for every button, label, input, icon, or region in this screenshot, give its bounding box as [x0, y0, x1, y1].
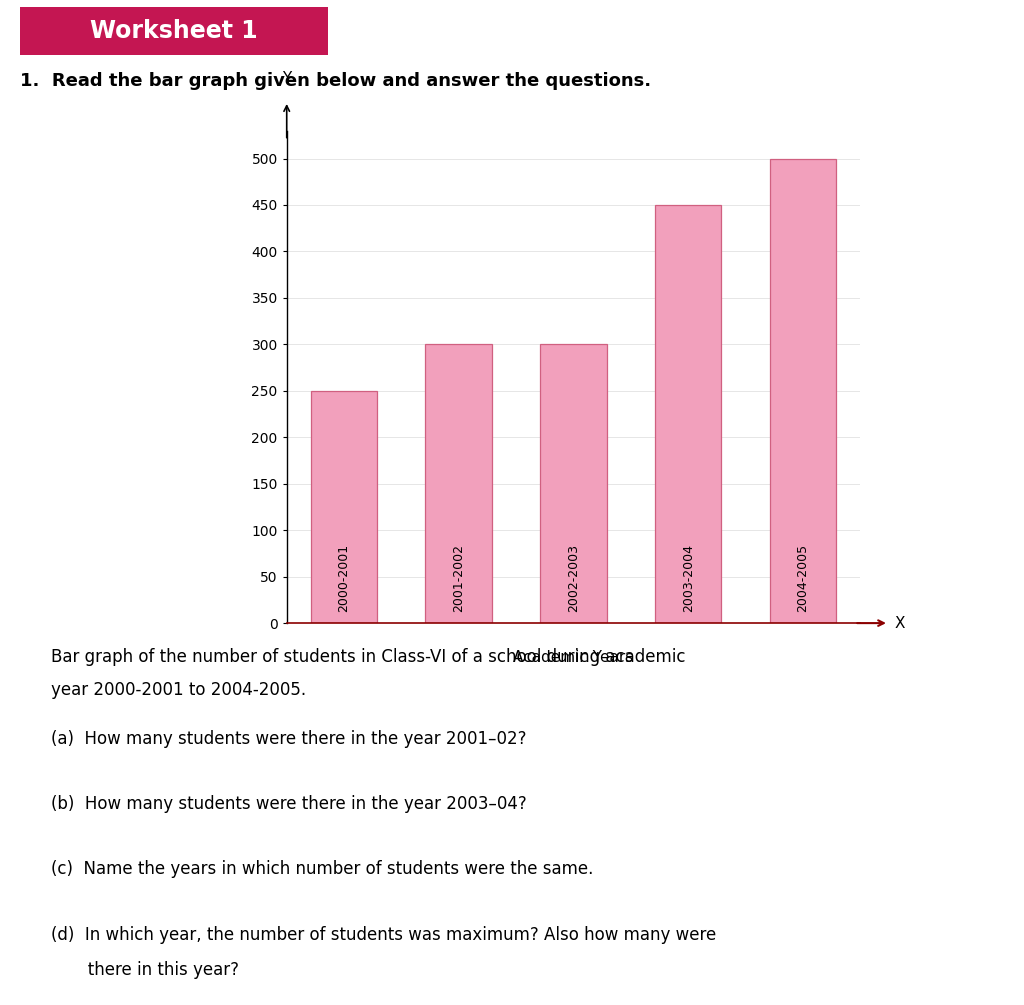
Bar — [655, 205, 721, 623]
FancyBboxPatch shape — [0, 3, 352, 59]
Text: year 2000-2001 to 2004-2005.: year 2000-2001 to 2004-2005. — [51, 681, 306, 699]
Text: 1.  Read the bar graph given below and answer the questions.: 1. Read the bar graph given below and an… — [20, 72, 651, 90]
Text: 2003-2004: 2003-2004 — [682, 544, 694, 612]
Text: (a)  How many students were there in the year 2001–02?: (a) How many students were there in the … — [51, 730, 526, 748]
Bar — [311, 391, 377, 623]
Text: (b)  How many students were there in the year 2003–04?: (b) How many students were there in the … — [51, 795, 527, 813]
Text: 2002-2003: 2002-2003 — [567, 544, 580, 612]
Text: (d)  In which year, the number of students was maximum? Also how many were: (d) In which year, the number of student… — [51, 926, 717, 944]
Text: 2000-2001: 2000-2001 — [338, 544, 350, 612]
Text: X: X — [895, 616, 905, 630]
Bar — [770, 159, 836, 623]
Text: Bar graph of the number of students in Class-VI of a school during academic: Bar graph of the number of students in C… — [51, 648, 686, 666]
Text: 2001-2002: 2001-2002 — [453, 544, 465, 612]
Text: Worksheet 1: Worksheet 1 — [90, 19, 258, 43]
Text: Academic Years: Academic Years — [513, 650, 634, 665]
Bar — [426, 345, 492, 623]
Text: 2004-2005: 2004-2005 — [797, 544, 809, 612]
Text: Y: Y — [282, 71, 292, 86]
Bar — [541, 345, 606, 623]
Text: there in this year?: there in this year? — [51, 961, 240, 979]
Text: (c)  Name the years in which number of students were the same.: (c) Name the years in which number of st… — [51, 860, 594, 878]
